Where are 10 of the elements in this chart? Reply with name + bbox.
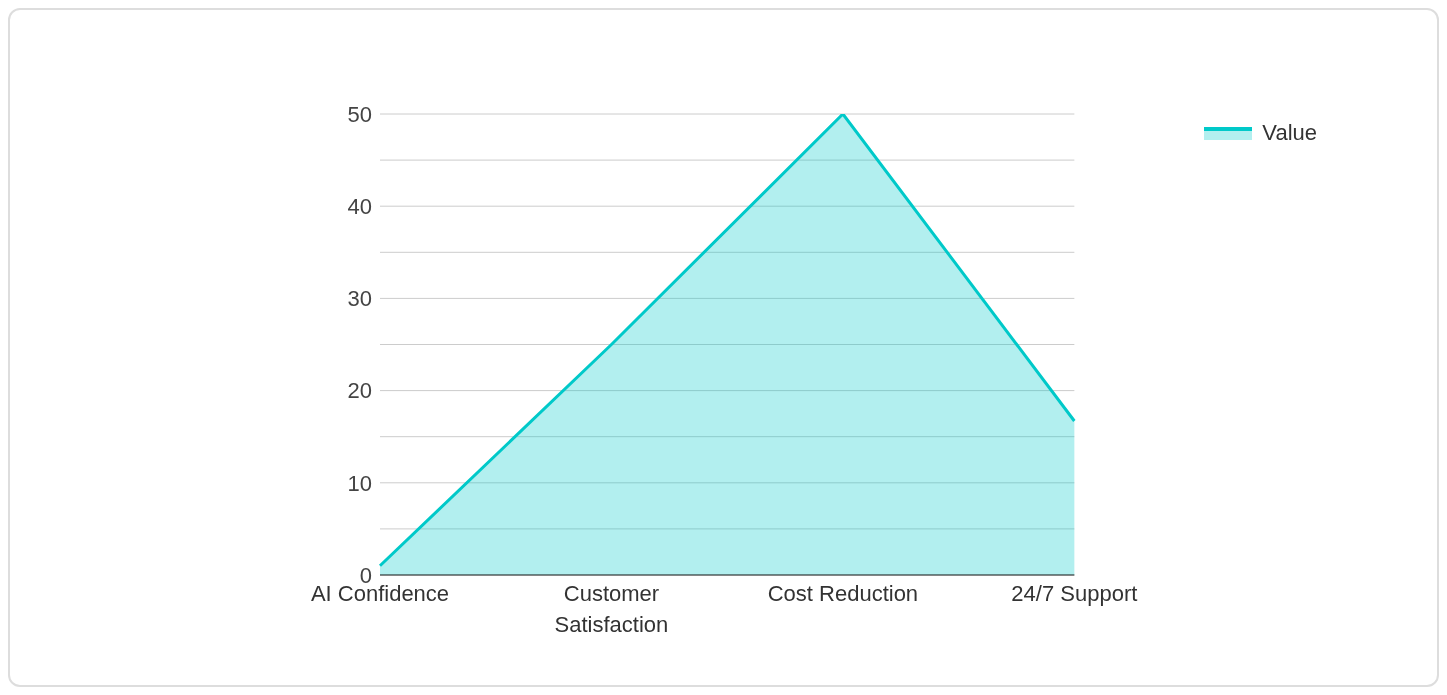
x-tick-label: Cost Reduction — [767, 581, 919, 606]
y-tick-label: 40 — [347, 194, 372, 220]
x-tick-label: 24/7 Support — [1011, 581, 1138, 606]
x-tick-label: Customer Satisfaction — [554, 581, 669, 637]
y-tick-label: 10 — [347, 470, 372, 496]
legend-label: Value — [1262, 120, 1317, 146]
y-tick-label: 0 — [359, 562, 372, 588]
y-tick-label: 20 — [347, 378, 372, 404]
y-tick-label: 30 — [347, 286, 372, 312]
y-tick-label: 50 — [347, 101, 372, 127]
